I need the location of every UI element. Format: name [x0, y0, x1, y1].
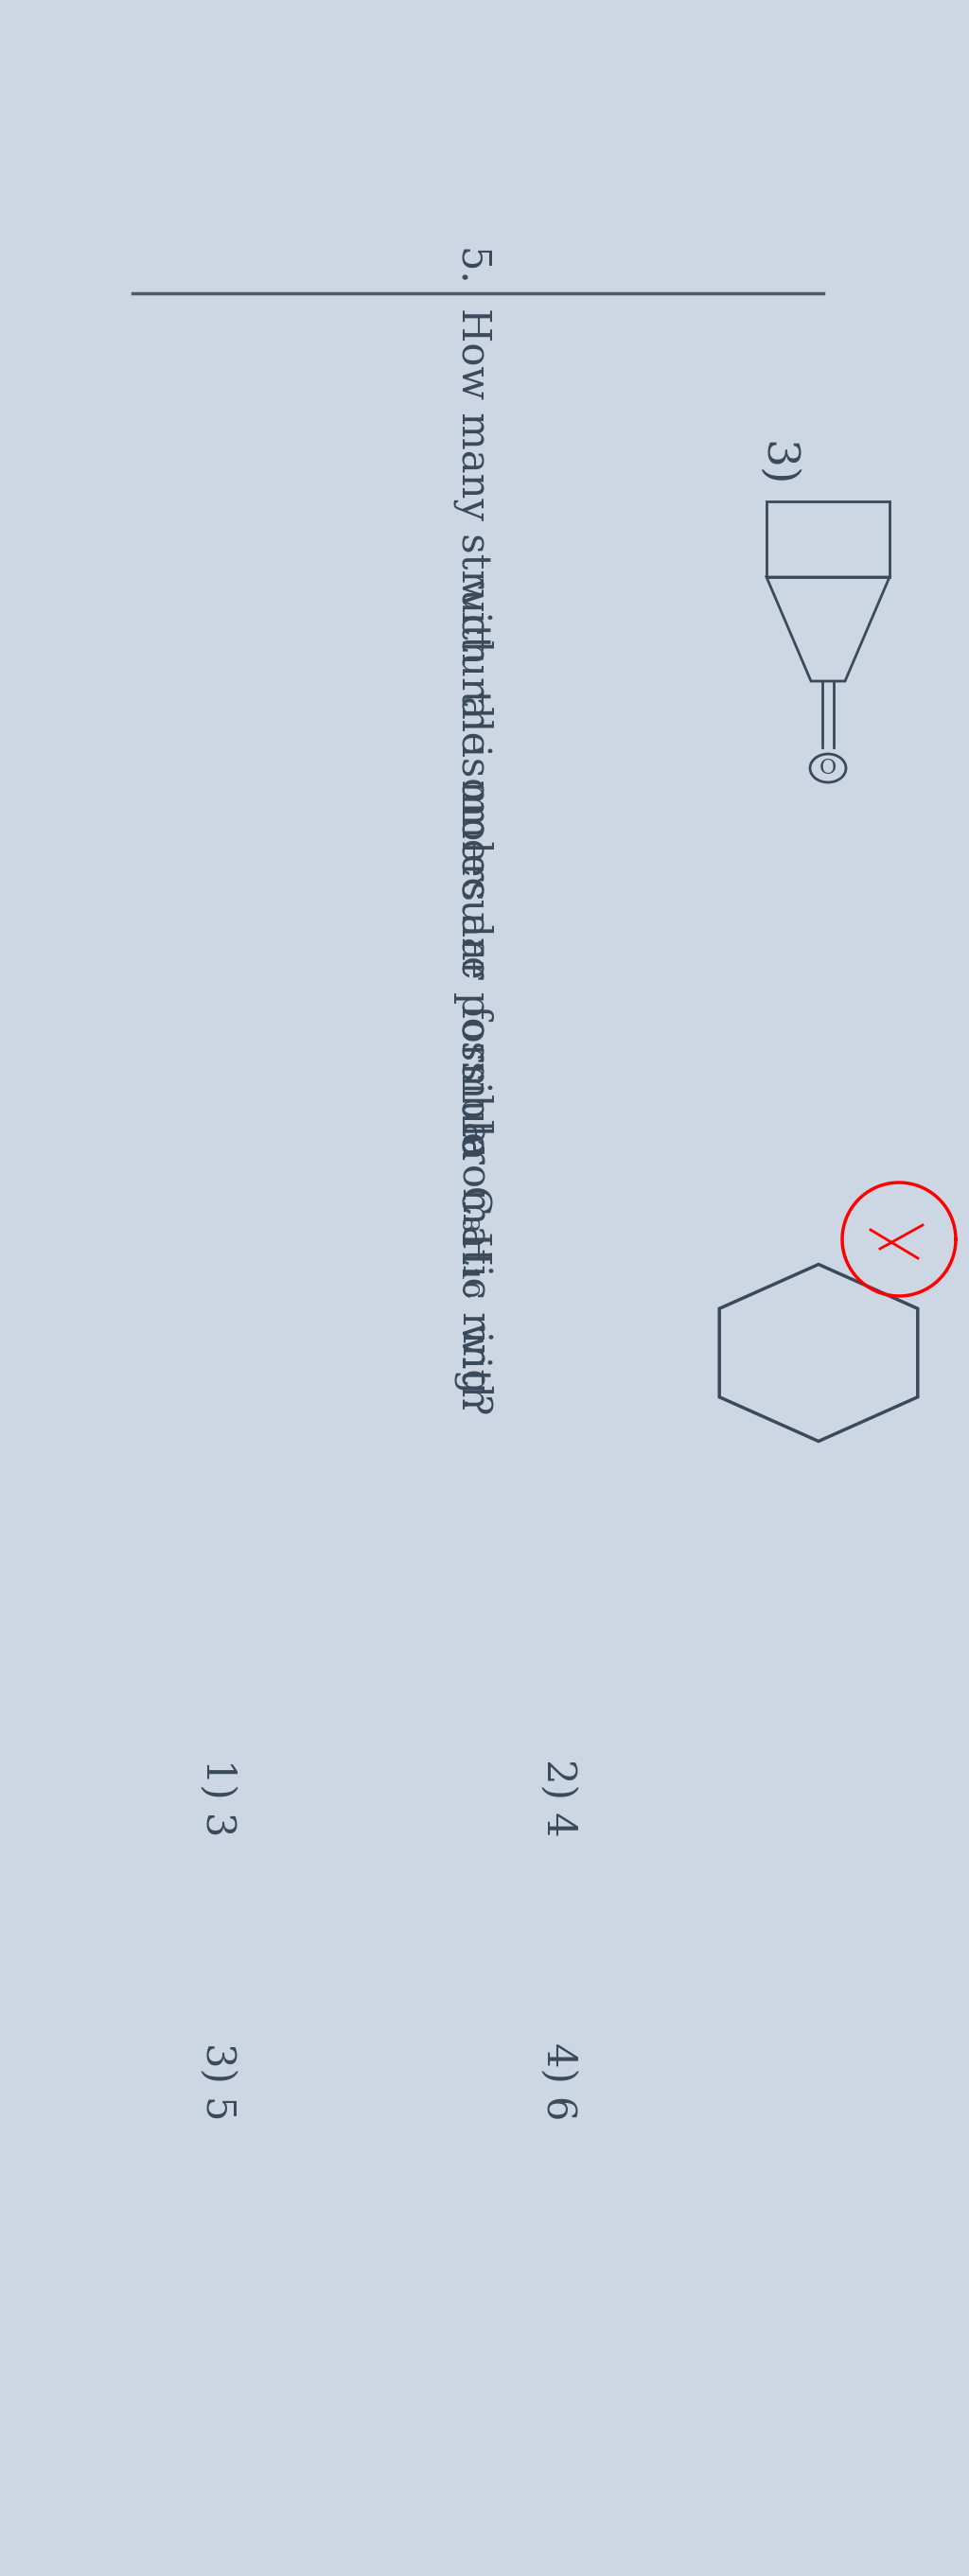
- Text: 5.  How many structural isomers are possible: 5. How many structural isomers are possi…: [453, 245, 493, 1154]
- Text: 2) 4: 2) 4: [539, 1759, 578, 1837]
- Text: O: O: [820, 757, 836, 778]
- Text: 1) 3: 1) 3: [198, 1759, 237, 1837]
- Bar: [766, 502, 890, 577]
- Text: 4) 6: 4) 6: [539, 2043, 578, 2120]
- Text: aromatic ring?: aromatic ring?: [453, 1121, 493, 1414]
- Text: 3): 3): [755, 440, 797, 487]
- Text: 3) 5: 3) 5: [198, 2043, 237, 2120]
- Text: with  the  molecular  formula  C₈H₁₀  with: with the molecular formula C₈H₁₀ with: [453, 577, 493, 1409]
